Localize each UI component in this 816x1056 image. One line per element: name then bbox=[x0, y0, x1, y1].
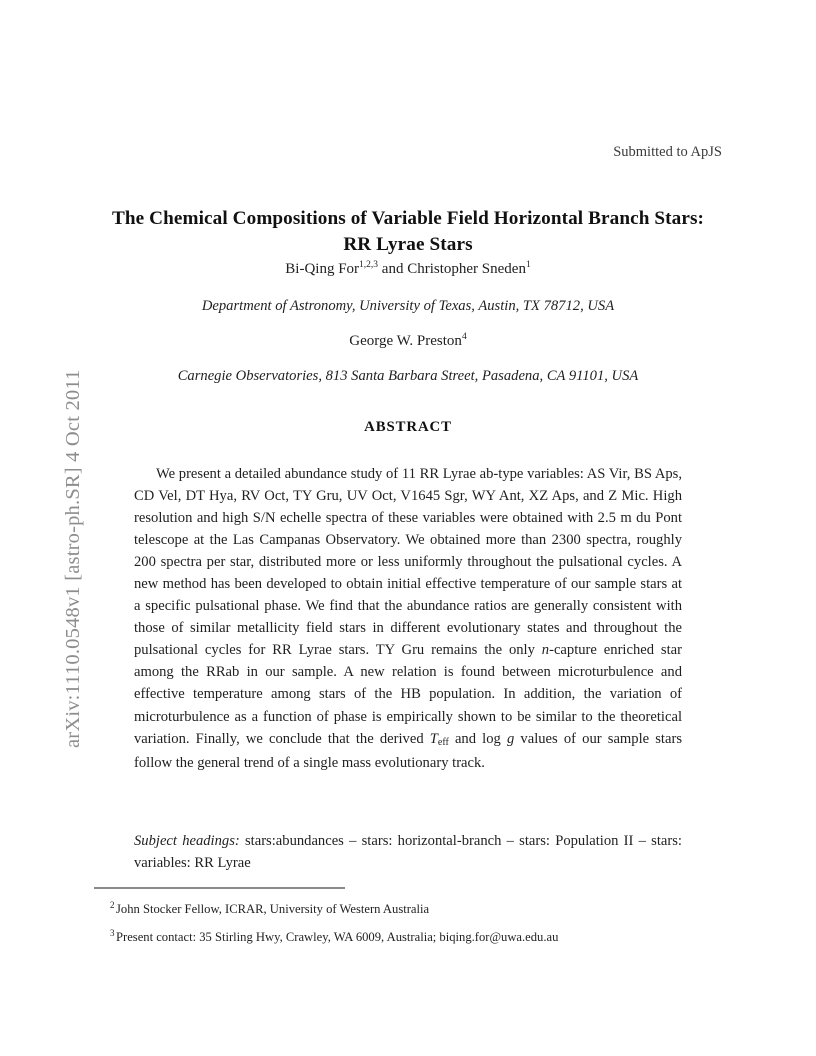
footnote-marker: 2 bbox=[110, 900, 115, 910]
author-affiliation-marker-sneden: 1 bbox=[525, 260, 531, 270]
footnote-text: John Stocker Fellow, ICRAR, University o… bbox=[116, 902, 430, 916]
abstract-text-part-3: and log bbox=[448, 730, 507, 747]
affiliation-texas: Department of Astronomy, University of T… bbox=[201, 298, 615, 314]
subject-headings-keywords: stars:abundances – stars: horizontal-bra… bbox=[134, 833, 682, 872]
author-affiliation-marker-preston: 4 bbox=[461, 332, 467, 342]
footnote-item: 3 Present contact: 35 Stirling Hwy, Crawl… bbox=[94, 928, 722, 946]
subject-headings: Subject headings: stars:abundances – sta… bbox=[134, 830, 682, 874]
author-line-primary: Bi-Qing For1,2,3 and Christopher Sneden1 bbox=[94, 260, 722, 278]
page-title: The Chemical Compositions of Variable Fi… bbox=[111, 207, 705, 256]
affiliation-carnegie: Carnegie Observatories, 813 Santa Barbar… bbox=[177, 368, 639, 384]
author-line-secondary: George W. Preston4 bbox=[94, 332, 722, 350]
author-name-preston: George W. Preston bbox=[349, 333, 462, 349]
footnote-marker: 3 bbox=[110, 928, 115, 938]
abstract-symbol-teff: T bbox=[429, 730, 438, 747]
subject-headings-label: Subject headings: bbox=[134, 833, 240, 849]
abstract-text-part-1: We present a detailed abundance study of… bbox=[134, 466, 682, 659]
paper-page: Submitted to ApJS The Chemical Compositi… bbox=[94, 0, 722, 1056]
footnote-text: Present contact: 35 Stirling Hwy, Crawle… bbox=[116, 930, 559, 944]
journal-submission-note: Submitted to ApJS bbox=[613, 144, 722, 160]
abstract-heading: ABSTRACT bbox=[364, 419, 452, 435]
arxiv-identifier-stamp: arXiv:1110.0548v1 [astro-ph.SR] 4 Oct 20… bbox=[62, 369, 84, 749]
abstract-text-part-4: values of our sample stars follow the ge… bbox=[134, 730, 682, 771]
abstract-symbol-logg: g bbox=[506, 730, 515, 747]
footnote-item: 2 John Stocker Fellow, ICRAR, University … bbox=[94, 900, 722, 918]
abstract-text-part-2: -capture enriched star among the RRab in… bbox=[134, 642, 682, 747]
abstract-body: We present a detailed abundance study of… bbox=[134, 463, 682, 774]
footnote-list: 2 John Stocker Fellow, ICRAR, University … bbox=[94, 900, 722, 957]
author-name-sneden: Christopher Sneden bbox=[407, 261, 526, 277]
author-name-for: Bi-Qing For bbox=[285, 261, 360, 277]
abstract-italic-n-capture: n bbox=[541, 642, 550, 659]
abstract-subscript-eff: eff bbox=[437, 737, 449, 749]
footnote-separator-rule bbox=[94, 887, 345, 889]
author-conjunction: and bbox=[378, 261, 408, 277]
author-affiliation-marker-for: 1,2,3 bbox=[359, 260, 379, 270]
